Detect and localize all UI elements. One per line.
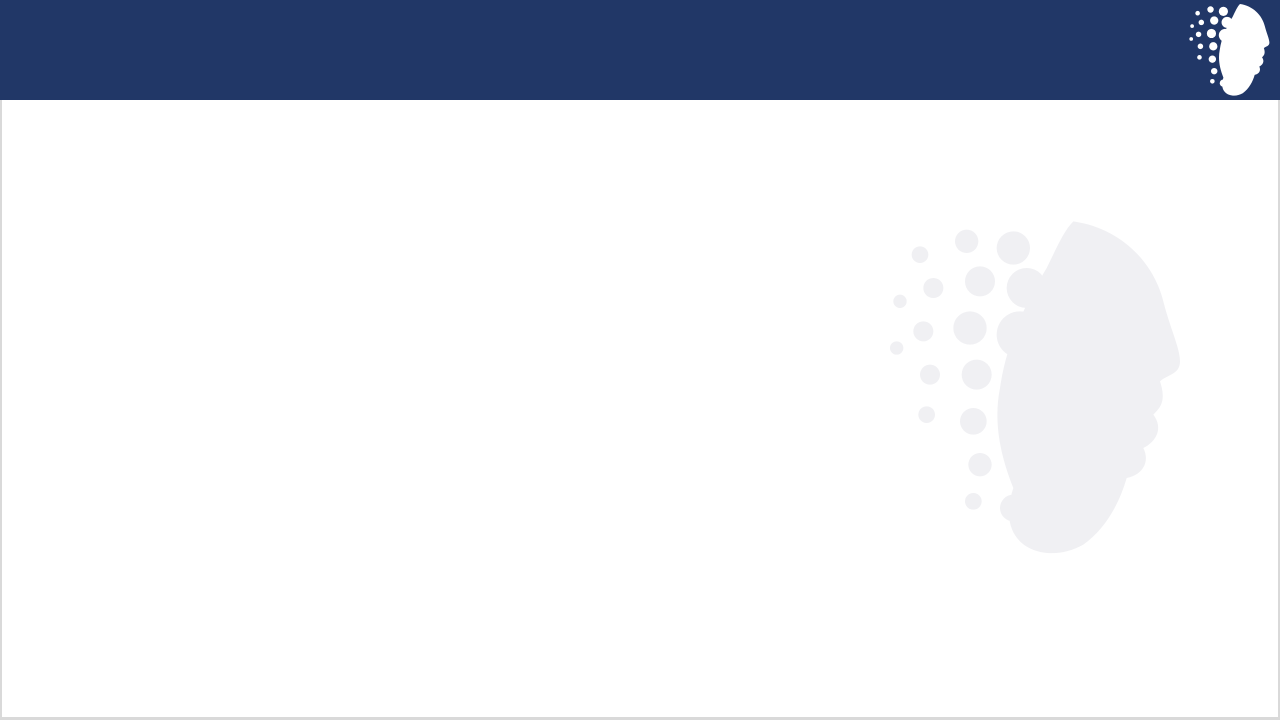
logo-text: [1194, 49, 1200, 52]
header-band: [0, 0, 1280, 100]
chart-figure: [0, 100, 1280, 720]
watermark-dotted-head-icon: [890, 221, 1180, 554]
wise-guy-reports-logo: [1189, 0, 1270, 100]
dotted-head-icon: [1189, 4, 1270, 96]
